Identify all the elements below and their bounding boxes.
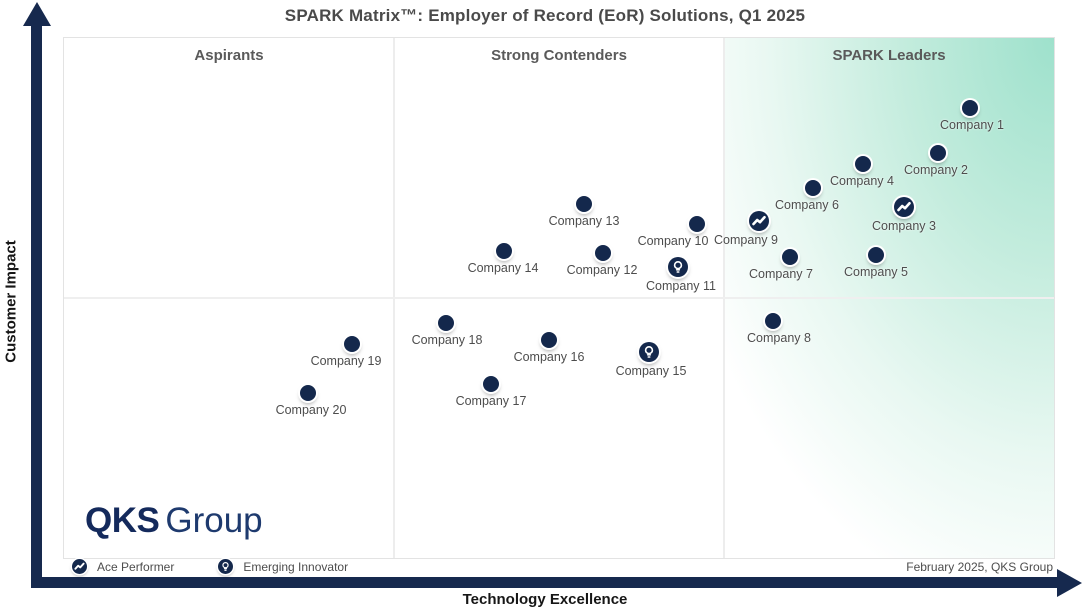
data-point-company-11 — [668, 257, 688, 277]
emerging-innovator-icon — [673, 260, 683, 273]
data-point-label-company-19: Company 19 — [310, 354, 382, 368]
logo-text-bold: QKS — [85, 501, 160, 540]
legend-item-ace-performer: Ace Performer — [72, 559, 174, 574]
data-point-company-19 — [344, 336, 360, 352]
data-point-label-company-12: Company 12 — [566, 263, 638, 277]
data-point-company-8 — [765, 313, 781, 329]
data-point-company-15 — [639, 342, 659, 362]
data-point-company-3 — [894, 197, 914, 217]
data-point-company-5 — [868, 247, 884, 263]
quadrant-header-spark-leaders: SPARK Leaders — [832, 47, 946, 64]
data-point-label-company-17: Company 17 — [455, 394, 527, 408]
ace-performer-icon — [897, 201, 911, 212]
data-point-label-company-20: Company 20 — [275, 403, 347, 417]
data-point-company-12 — [595, 245, 611, 261]
data-point-company-6 — [805, 180, 821, 196]
data-point-label-company-18: Company 18 — [411, 333, 483, 347]
data-point-company-7 — [782, 249, 798, 265]
x-axis-arrow-icon — [1057, 569, 1082, 597]
y-axis-label: Customer Impact — [2, 240, 20, 363]
data-point-company-16 — [541, 332, 557, 348]
y-axis-line — [31, 24, 42, 586]
emerging-innovator-icon — [218, 559, 234, 574]
data-point-label-company-7: Company 7 — [749, 267, 813, 281]
data-point-label-company-14: Company 14 — [467, 261, 539, 275]
quadrant-header-strong-contenders: Strong Contenders — [491, 47, 627, 64]
quadrant-divider-horizontal — [64, 297, 1054, 299]
qks-group-logo: QKS Group — [85, 501, 263, 541]
plot-area: Aspirants Strong Contenders SPARK Leader… — [63, 37, 1055, 559]
data-point-label-company-3: Company 3 — [872, 219, 936, 233]
data-point-label-company-8: Company 8 — [747, 331, 811, 345]
ace-performer-icon — [752, 215, 766, 226]
data-point-label-company-4: Company 4 — [830, 174, 894, 188]
chart-title: SPARK Matrix™: Employer of Record (EoR) … — [284, 6, 806, 25]
logo-text-light: Group — [165, 501, 263, 540]
data-point-company-10 — [689, 216, 705, 232]
x-axis-label: Technology Excellence — [462, 591, 628, 608]
data-point-company-20 — [300, 385, 316, 401]
data-point-company-14 — [496, 243, 512, 259]
data-point-label-company-11: Company 11 — [646, 279, 716, 293]
legend: Ace Performer Emerging Innovator — [72, 559, 348, 574]
data-point-label-company-1: Company 1 — [940, 118, 1004, 132]
data-point-label-company-15: Company 15 — [615, 364, 687, 378]
ace-performer-icon — [72, 559, 87, 574]
footer-note: February 2025, QKS Group — [906, 560, 1053, 574]
data-point-company-17 — [483, 376, 499, 392]
legend-label-ace-performer: Ace Performer — [97, 559, 175, 574]
legend-label-emerging-innovator: Emerging Innovator — [243, 559, 349, 574]
legend-item-emerging-innovator: Emerging Innovator — [218, 559, 348, 574]
data-point-company-18 — [438, 315, 454, 331]
quadrant-header-aspirants: Aspirants — [194, 47, 264, 64]
data-point-label-company-6: Company 6 — [775, 198, 839, 212]
data-point-company-9 — [749, 211, 769, 231]
data-point-label-company-9: Company 9 — [714, 233, 778, 247]
data-point-label-company-13: Company 13 — [548, 214, 620, 228]
emerging-innovator-icon — [644, 345, 654, 358]
data-point-company-4 — [855, 156, 871, 172]
data-point-company-1 — [962, 100, 978, 116]
y-axis-arrow-icon — [23, 2, 51, 26]
x-axis-line — [31, 577, 1059, 588]
data-point-label-company-5: Company 5 — [844, 265, 908, 279]
data-point-company-2 — [930, 145, 946, 161]
data-point-label-company-16: Company 16 — [513, 350, 585, 364]
data-point-label-company-10: Company 10 — [637, 234, 709, 248]
data-point-company-13 — [576, 196, 592, 212]
data-point-label-company-2: Company 2 — [904, 163, 968, 177]
